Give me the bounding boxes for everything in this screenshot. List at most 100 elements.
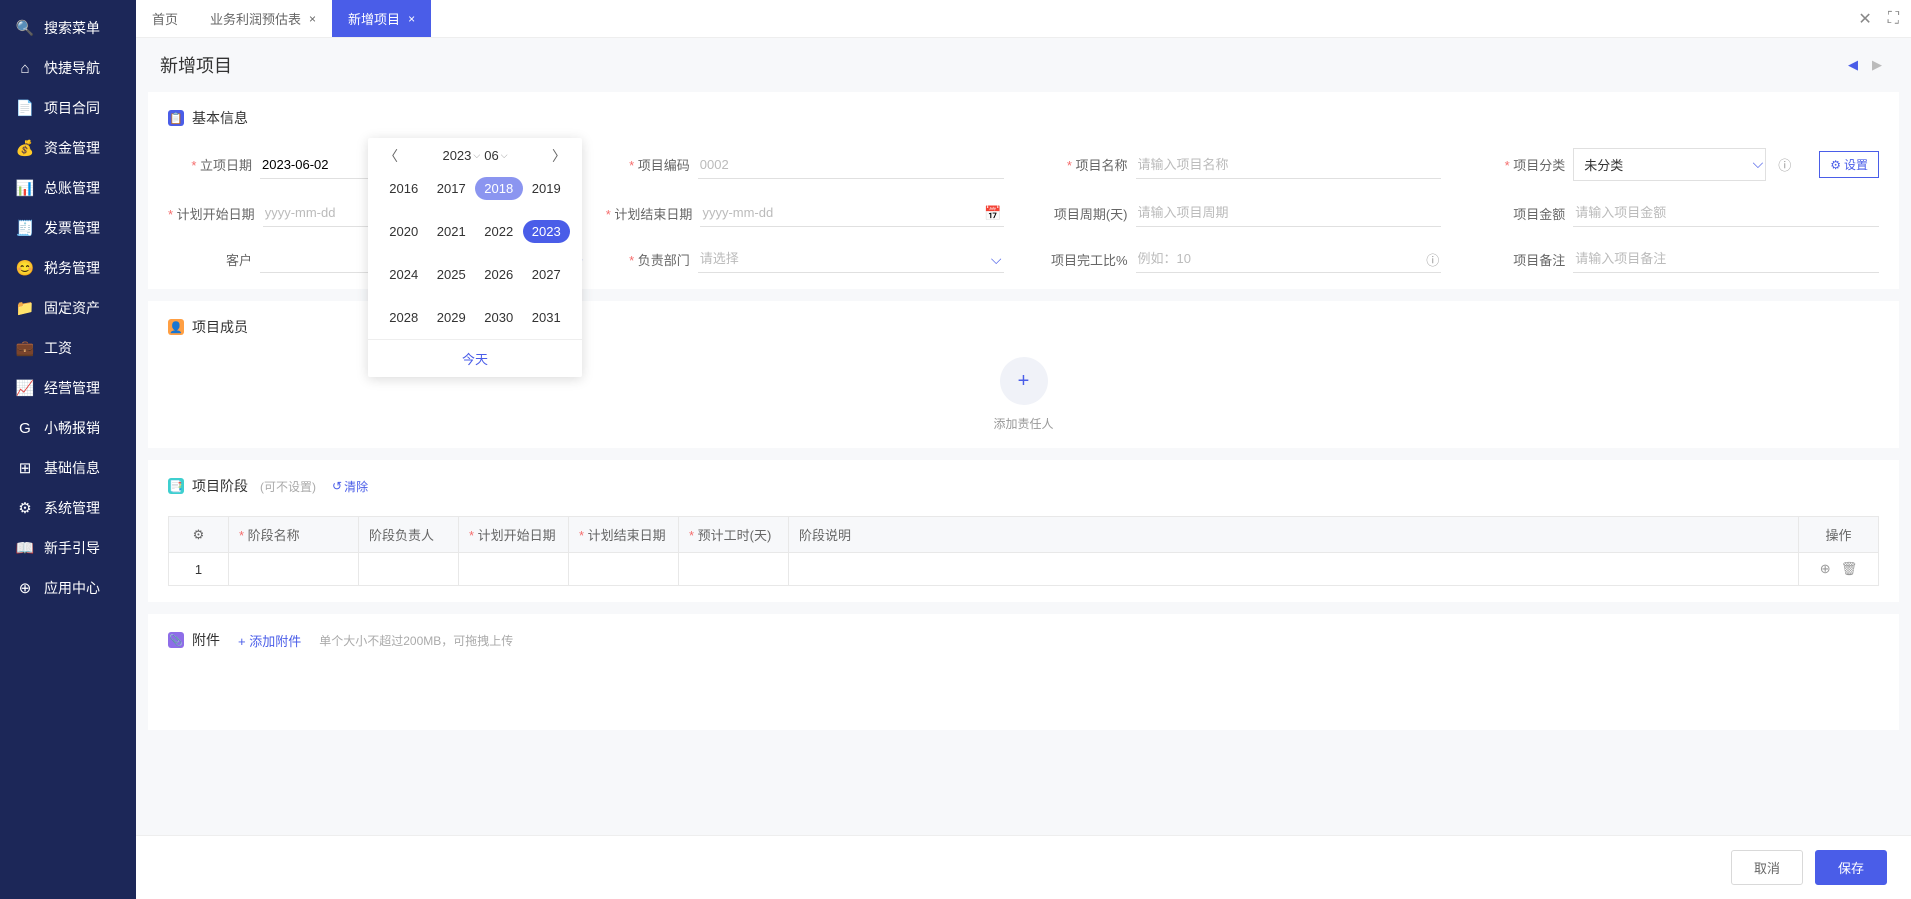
dp-today-link[interactable]: 今天 <box>368 339 582 377</box>
sidebar-item-2[interactable]: 📄项目合同 <box>0 88 136 128</box>
chevron-down-icon[interactable]: ⌵ <box>991 251 1002 268</box>
close-all-icon[interactable]: ✕ <box>1854 5 1875 33</box>
sidebar-item-10[interactable]: G小畅报销 <box>0 408 136 448</box>
nav-prev-icon[interactable]: ◀ <box>1843 55 1863 75</box>
sidebar-item-9[interactable]: 📈经营管理 <box>0 368 136 408</box>
stage-col-1: 阶段名称 <box>229 517 359 553</box>
tab-label: 业务利润预估表 <box>210 9 301 28</box>
sidebar-item-11[interactable]: ⊞基础信息 <box>0 448 136 488</box>
add-member-button[interactable]: + <box>1000 357 1048 405</box>
nav-next-icon[interactable]: ▶ <box>1867 55 1887 75</box>
help-icon[interactable]: ⓘ <box>1426 250 1439 269</box>
stage-cell-desc[interactable] <box>789 553 1799 586</box>
sidebar-icon: 😊 <box>16 259 34 277</box>
dp-year-2018[interactable]: 2018 <box>475 177 523 200</box>
input-dept[interactable] <box>698 245 1004 273</box>
tab-1[interactable]: 业务利润预估表 × <box>194 0 332 37</box>
dp-year-2021[interactable]: 2021 <box>428 220 476 243</box>
stage-col-7: 操作 <box>1799 517 1879 553</box>
dp-year-2019[interactable]: 2019 <box>523 177 571 200</box>
category-value: 未分类 <box>1584 158 1623 173</box>
attach-icon: 📎 <box>168 632 184 648</box>
stage-row-num: 1 <box>169 553 229 586</box>
sidebar-label: 基础信息 <box>44 458 100 478</box>
sidebar-label: 总账管理 <box>44 178 100 198</box>
dp-year-2022[interactable]: 2022 <box>475 220 523 243</box>
calendar-icon[interactable]: 📅 <box>984 205 1001 222</box>
stage-cell-hours[interactable] <box>679 553 789 586</box>
basic-icon: 📋 <box>168 110 184 126</box>
add-row-icon[interactable]: ⊕ <box>1820 561 1831 577</box>
dp-year-select[interactable]: 2023⌵ <box>442 148 480 163</box>
stages-icon: 📑 <box>168 478 184 494</box>
members-icon: 👤 <box>168 319 184 335</box>
add-attach-link[interactable]: + 添加附件 <box>238 631 301 650</box>
main: 首页业务利润预估表×新增项目× ✕ ⛶ 新增项目 ◀ ▶ 📋 基本信息 立项日期 <box>136 0 1911 899</box>
dp-next-icon[interactable]: 〉 <box>548 142 570 170</box>
input-code[interactable] <box>698 151 1004 179</box>
sidebar-item-4[interactable]: 📊 总账管理 <box>0 168 136 208</box>
sidebar-item-8[interactable]: 💼工资 <box>0 328 136 368</box>
sidebar-item-13[interactable]: 📖新手引导 <box>0 528 136 568</box>
settings-button[interactable]: ⚙ 设置 <box>1819 151 1879 178</box>
label-amount: 项目金额 <box>1481 204 1565 223</box>
delete-row-icon[interactable]: 🗑 <box>1841 561 1858 577</box>
tab-0[interactable]: 首页 <box>136 0 194 37</box>
sidebar-item-5[interactable]: 🧾发票管理 <box>0 208 136 248</box>
sidebar-icon: 🧾 <box>16 219 34 237</box>
dp-year-2028[interactable]: 2028 <box>380 306 428 329</box>
sidebar-icon: ⌂ <box>16 59 34 77</box>
save-button[interactable]: 保存 <box>1815 850 1887 885</box>
dp-year-2023[interactable]: 2023 <box>523 220 571 243</box>
dp-year-2025[interactable]: 2025 <box>428 263 476 286</box>
sidebar-item-6[interactable]: 😊税务管理 <box>0 248 136 288</box>
stage-row: 1 ⊕ 🗑 <box>169 553 1879 586</box>
tab-2[interactable]: 新增项目× <box>332 0 431 37</box>
stage-cell-name[interactable] <box>229 553 359 586</box>
input-progress[interactable] <box>1136 245 1442 273</box>
sidebar-icon: 📖 <box>16 539 34 557</box>
label-establish-date: 立项日期 <box>168 155 252 174</box>
dp-year-2017[interactable]: 2017 <box>428 177 476 200</box>
cancel-button[interactable]: 取消 <box>1731 850 1803 885</box>
sidebar-icon: 💰 <box>16 139 34 157</box>
tab-close-icon[interactable]: × <box>309 12 316 26</box>
dp-prev-icon[interactable]: 〈 <box>380 142 402 170</box>
stage-cell-end[interactable] <box>569 553 679 586</box>
dp-years-grid: 2016201720182019 2020202120222023 20242025… <box>368 173 582 339</box>
sidebar-label: 小畅报销 <box>44 418 100 438</box>
sidebar-icon: ⚙ <box>16 499 34 517</box>
sidebar-item-12[interactable]: ⚙系统管理 <box>0 488 136 528</box>
dp-year-2029[interactable]: 2029 <box>428 306 476 329</box>
sidebar-item-0[interactable]: 🔍搜索菜单 <box>0 8 136 48</box>
section-header-attach: 📎 附件 + 添加附件 单个大小不超过200MB，可拖拽上传 <box>168 630 1879 650</box>
sidebar-icon: 📊 <box>16 179 34 197</box>
fullscreen-icon[interactable]: ⛶ <box>1884 6 1903 32</box>
dp-month-select[interactable]: 06⌵ <box>484 148 507 163</box>
tab-close-icon[interactable]: × <box>408 12 415 26</box>
sidebar-item-7[interactable]: 📁固定资产 <box>0 288 136 328</box>
input-name[interactable] <box>1136 151 1442 179</box>
stage-cell-start[interactable] <box>459 553 569 586</box>
input-remark[interactable] <box>1573 245 1879 273</box>
stage-col-3: 计划开始日期 <box>459 517 569 553</box>
gear-icon[interactable]: ⚙ <box>193 527 205 542</box>
input-cycle[interactable] <box>1136 199 1442 227</box>
input-plan-end[interactable] <box>700 199 1003 227</box>
dp-year-2026[interactable]: 2026 <box>475 263 523 286</box>
stage-cell-owner[interactable] <box>359 553 459 586</box>
sidebar-item-1[interactable]: ⌂快捷导航 <box>0 48 136 88</box>
category-select[interactable]: 未分类 ⌵ <box>1573 148 1766 181</box>
dp-year-2031[interactable]: 2031 <box>523 306 571 329</box>
help-icon[interactable]: ⓘ <box>1778 155 1791 174</box>
sidebar-item-3[interactable]: 💰资金管理 <box>0 128 136 168</box>
dp-year-2024[interactable]: 2024 <box>380 263 428 286</box>
sidebar-icon: ⊕ <box>16 579 34 597</box>
sidebar-item-14[interactable]: ⊕应用中心 <box>0 568 136 608</box>
dp-year-2030[interactable]: 2030 <box>475 306 523 329</box>
dp-year-2027[interactable]: 2027 <box>523 263 571 286</box>
dp-year-2020[interactable]: 2020 <box>380 220 428 243</box>
clear-link[interactable]: ↺ 清除 <box>332 478 368 495</box>
dp-year-2016[interactable]: 2016 <box>380 177 428 200</box>
input-amount[interactable] <box>1573 199 1879 227</box>
